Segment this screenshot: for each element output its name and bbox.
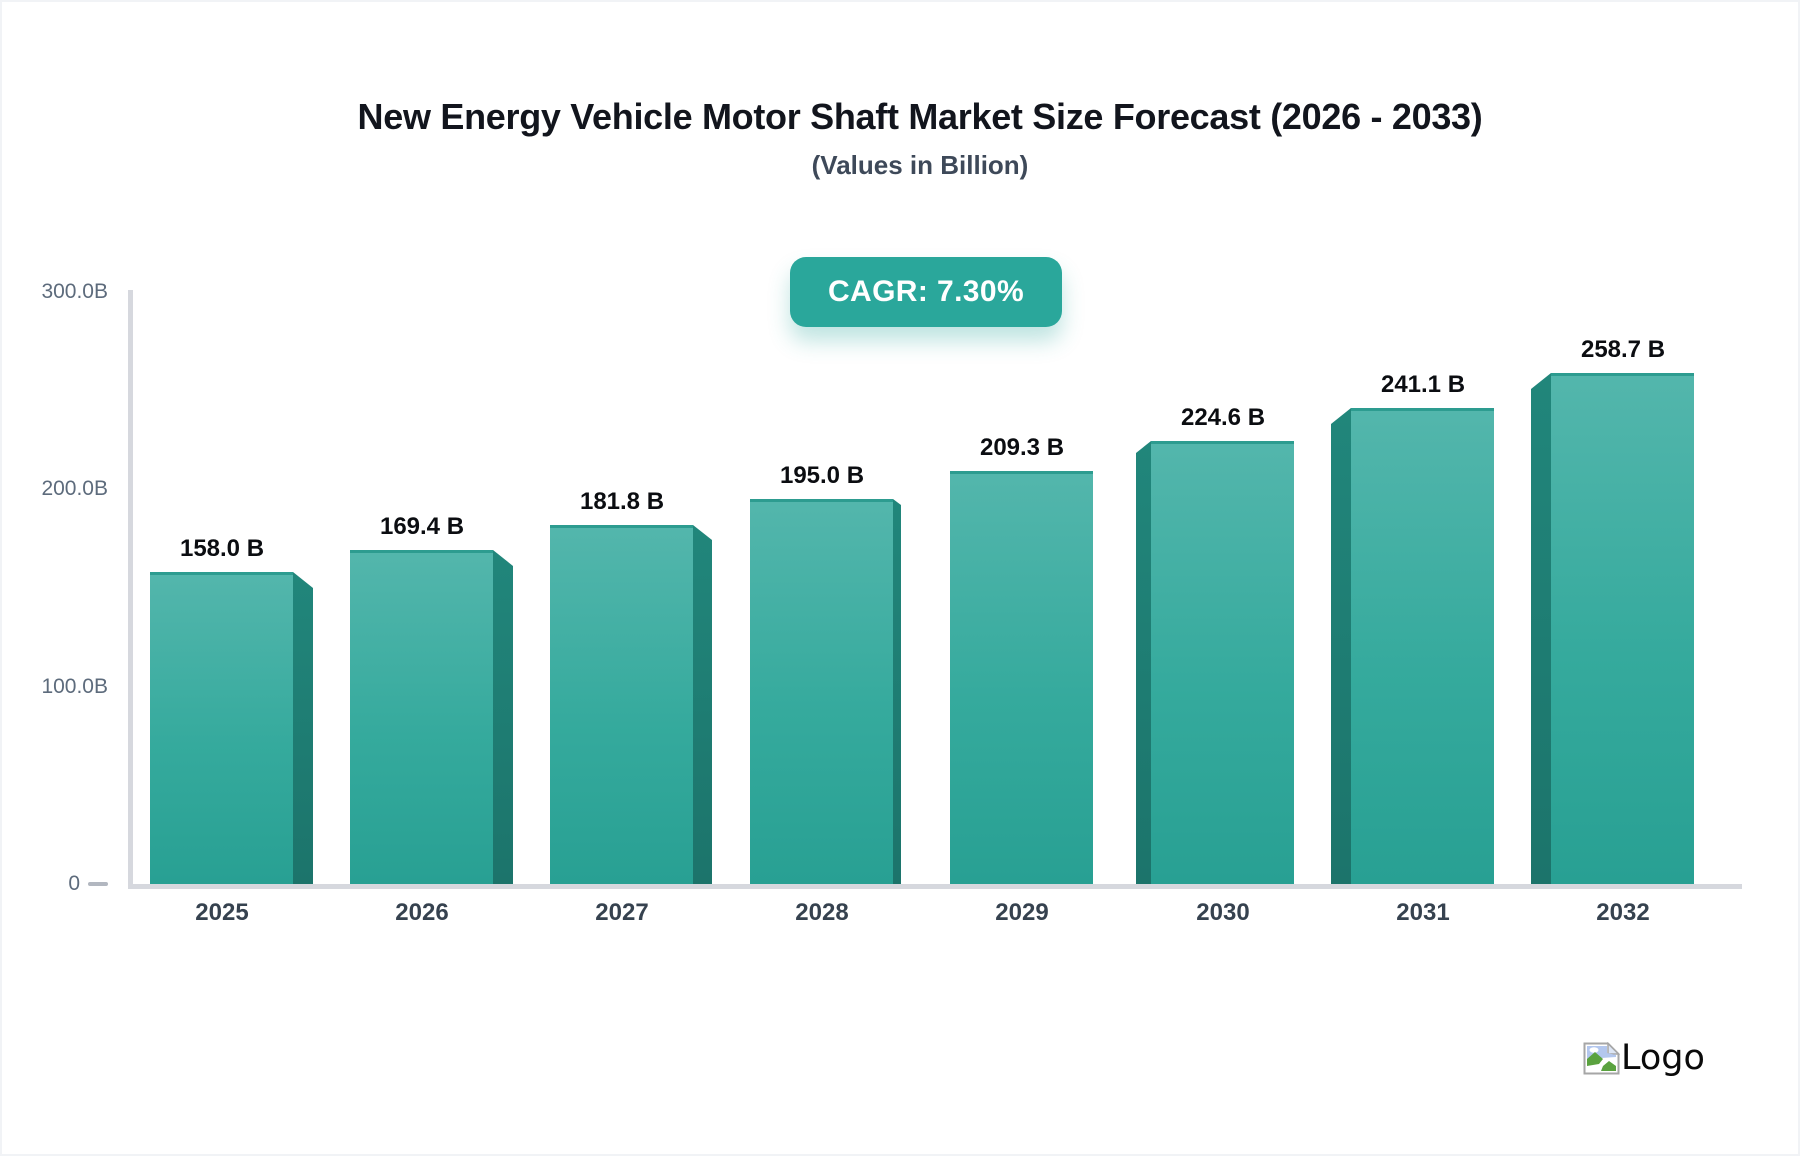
bar-2030 [1151,441,1294,884]
bar-2029 [950,471,1093,884]
y-axis-label: 200.0B [0,475,108,503]
x-axis-label-2026: 2026 [395,899,449,926]
y-axis-label-text: 0 [68,872,80,895]
y-axis-label: 300.0B [0,278,108,306]
bar-value-label: 169.4 B [379,513,465,540]
cagr-badge-label: CAGR: 7.30% [827,275,1025,308]
bar-side-2026 [493,550,513,884]
bar-2031 [1351,408,1494,884]
logo: Logo [1583,1038,1705,1078]
y-axis-label-text: 100.0B [41,674,108,698]
y-axis-line [128,290,133,889]
bar-value-label: 158.0 B [179,535,265,562]
x-axis-line [128,884,1742,889]
x-axis-label-2027: 2027 [595,899,649,926]
zero-tick-dash [88,882,108,886]
bar-value-label: 241.1 B [1380,371,1466,398]
broken-image-icon [1583,1041,1620,1074]
x-axis-label-2030: 2030 [1196,899,1250,926]
bar-2028 [750,499,893,884]
bar-side-2028 [893,499,901,884]
bar-value-label: 181.8 B [579,488,665,515]
bar-2026 [350,550,493,884]
x-axis-label-2031: 2031 [1396,899,1450,926]
x-axis-label-2029: 2029 [995,899,1049,926]
bar-value-label: 195.0 B [779,462,865,489]
x-axis-label-2028: 2028 [795,899,849,926]
chart-subtitle: (Values in Billion) [811,150,1029,180]
y-axis-label-text: 200.0B [41,477,108,501]
y-axis-label: 100.0B [0,673,108,701]
bar-side-2031 [1331,408,1351,884]
logo-text: Logo [1621,1038,1705,1078]
bar-value-label: 224.6 B [1180,404,1266,431]
bar-2027 [550,525,693,884]
bar-side-2030 [1136,441,1151,884]
bar-value-label: 258.7 B [1580,336,1666,363]
y-axis-label: 0 [0,870,108,898]
bar-side-2032 [1531,373,1551,884]
y-axis-label-text: 300.0B [41,280,108,303]
x-axis-label-2032: 2032 [1596,899,1650,926]
bar-2025 [150,572,293,884]
chart-title: New Energy Vehicle Motor Shaft Market Si… [357,96,1483,137]
cagr-badge: CAGR: 7.30% [790,257,1062,327]
bar-side-2025 [293,572,313,884]
bar-value-label: 209.3 B [979,434,1065,461]
bar-2032 [1551,373,1694,884]
bar-side-2027 [693,525,712,884]
x-axis-label-2025: 2025 [195,899,249,926]
